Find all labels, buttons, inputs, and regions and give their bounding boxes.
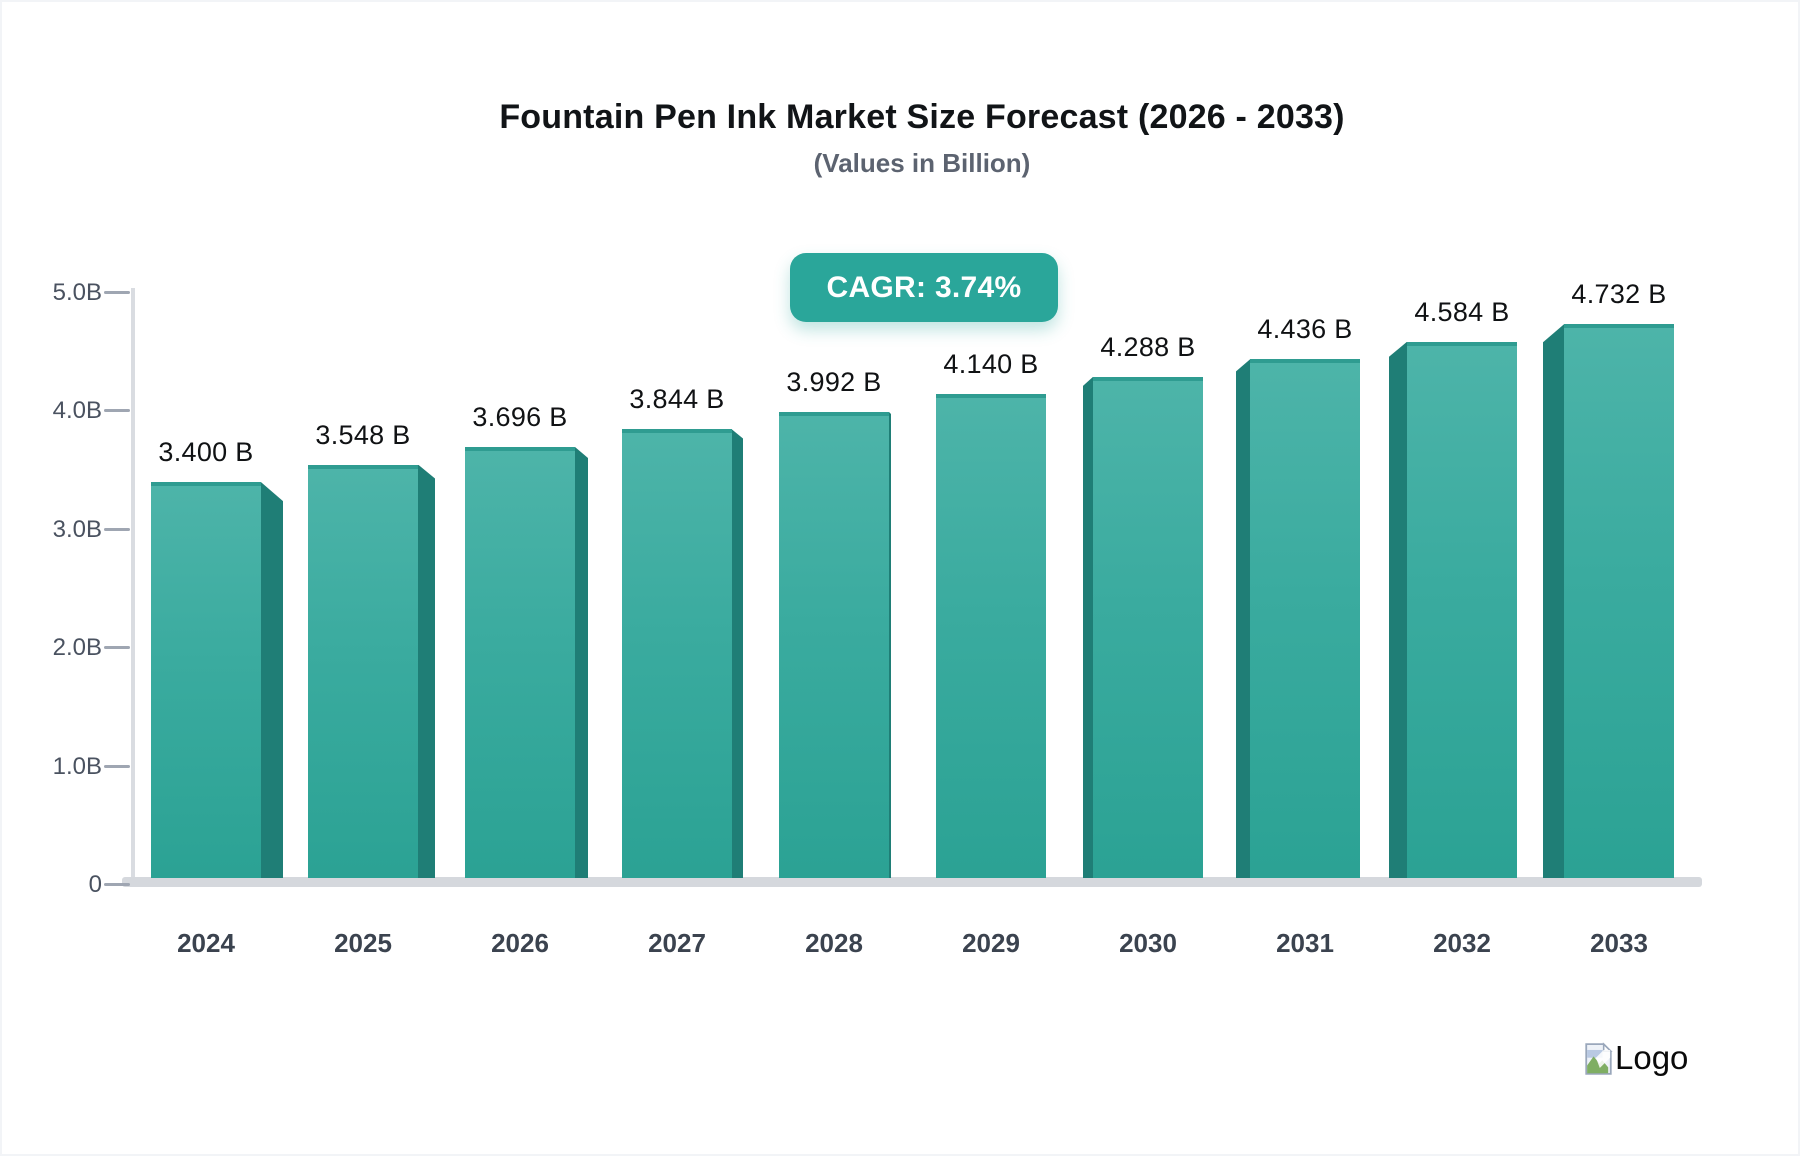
bar-side-2032 [1389,341,1407,878]
bar-2024 [151,482,261,878]
y-tick-label-3.0B: 3.0B [52,515,102,543]
y-tick-label-5.0B: 5.0B [52,278,102,306]
y-axis-line [131,288,135,886]
bar-value-label-2029: 4.140 B [943,349,1039,380]
y-tick-mark-5.0B [104,290,130,294]
bar-value-label-2026: 3.696 B [472,402,568,433]
bar-2031 [1250,359,1360,878]
bar-side-2033 [1543,324,1564,878]
bar-value-label-2027: 3.844 B [629,384,725,415]
x-tick-label-2026: 2026 [491,928,549,958]
x-tick-label-2027: 2027 [648,928,706,958]
bar-side-2024 [261,482,283,878]
bar-2027 [622,429,732,878]
bar-2029 [936,394,1046,878]
x-tick-label-2025: 2025 [334,928,392,958]
chart-title: Fountain Pen Ink Market Size Forecast (2… [499,98,1345,136]
y-tick-label-1.0B: 1.0B [52,752,102,780]
x-tick-label-2030: 2030 [1119,928,1177,958]
x-tick-label-2024: 2024 [177,928,235,958]
y-tick-label-0: 0 [88,871,102,898]
bar-2033 [1564,324,1674,878]
y-tick-label-4.0B: 4.0B [52,397,102,424]
bar-2026 [465,447,575,878]
y-tick-mark-1.0B [104,764,130,768]
bar-2032 [1407,341,1517,878]
broken-image-icon [1585,1042,1613,1075]
bar-value-label-2025: 3.548 B [315,419,411,450]
bar-value-label-2031: 4.436 B [1257,314,1353,345]
bar-value-label-2024: 3.400 B [158,437,254,468]
bar-side-2025 [418,464,435,878]
x-axis-baseline [122,877,1702,887]
x-tick-label-2033: 2033 [1590,928,1648,958]
bar-side-2027 [732,429,743,878]
chart-subtitle: (Values in Billion) [813,148,1031,178]
bar-value-label-2030: 4.288 B [1100,331,1196,362]
x-tick-label-2032: 2032 [1433,928,1491,958]
bar-value-label-2032: 4.584 B [1414,296,1510,327]
x-tick-label-2031: 2031 [1276,928,1334,958]
y-tick-mark-3.0B [104,527,130,531]
bar-2025 [308,464,418,878]
bar-value-label-2028: 3.992 B [786,366,882,397]
bar-2030 [1093,376,1203,878]
x-tick-label-2029: 2029 [962,928,1020,958]
y-tick-label-2.0B: 2.0B [52,634,102,661]
bar-side-2031 [1236,359,1250,878]
footer-logo: Logo [1583,1040,1688,1076]
bar-side-2026 [575,447,588,878]
bar-value-label-2033: 4.732 B [1571,279,1667,310]
x-tick-label-2028: 2028 [805,928,863,958]
bar-side-2030 [1083,376,1093,878]
cagr-badge: CAGR: 3.74% [790,253,1058,322]
y-tick-mark-0 [104,883,130,886]
y-tick-mark-2.0B [104,646,130,649]
bar-side-2028 [889,411,891,878]
bar-2028 [779,411,889,878]
logo-alt-text: Logo [1615,1039,1689,1076]
y-tick-mark-4.0B [104,409,130,412]
